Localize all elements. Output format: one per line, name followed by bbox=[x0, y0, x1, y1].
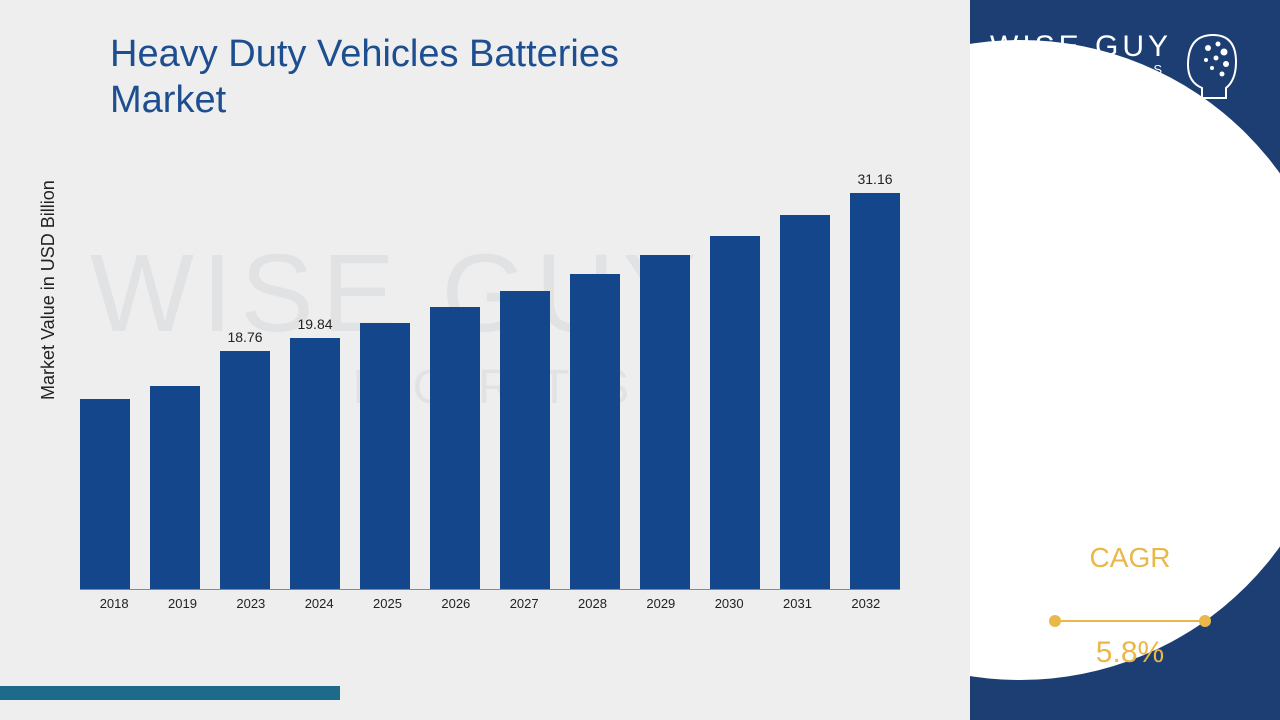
bar-rect bbox=[780, 215, 830, 590]
logo-text: WISE GUY REPORTS bbox=[990, 30, 1172, 77]
main-panel: WISE GUY REPORTS Heavy Duty Vehicles Bat… bbox=[0, 0, 970, 700]
bar bbox=[640, 255, 690, 590]
bar-rect bbox=[360, 323, 410, 590]
bar-rect bbox=[80, 399, 130, 590]
bar bbox=[570, 274, 620, 590]
cagr-divider-icon bbox=[1055, 620, 1205, 622]
infographic-page: WISE GUY REPORTS Heavy Duty Vehicles Bat… bbox=[0, 0, 1280, 720]
bar-rect bbox=[570, 274, 620, 590]
bottom-accent-bar bbox=[0, 686, 340, 700]
chart-title: Heavy Duty Vehicles Batteries Market bbox=[110, 32, 670, 123]
bars-container: 18.76 19.84 31.16 bbox=[80, 170, 900, 590]
x-tick-label: 2019 bbox=[153, 596, 213, 611]
head-dots-icon bbox=[1178, 30, 1238, 100]
bar-rect bbox=[850, 193, 900, 590]
logo-main-text: WISE GUY bbox=[990, 30, 1172, 64]
bar-rect bbox=[150, 386, 200, 590]
bar-value-label: 18.76 bbox=[227, 329, 262, 345]
bar-rect bbox=[220, 351, 270, 590]
x-tick-label: 2026 bbox=[426, 596, 486, 611]
bar-value-label: 19.84 bbox=[297, 316, 332, 332]
bar bbox=[360, 323, 410, 590]
xticks-container: 2018 2019 2023 2024 2025 2026 2027 2028 2029 2030… bbox=[80, 590, 900, 620]
bar-chart: 18.76 19.84 31.16 2018 2019 2023 2024 2025 2026… bbox=[80, 170, 900, 620]
bar: 18.76 bbox=[220, 351, 270, 590]
logo-sub-text: REPORTS bbox=[1039, 62, 1172, 77]
cagr-value: 5.8% bbox=[1020, 636, 1240, 670]
bar bbox=[80, 399, 130, 590]
bar-value-label: 31.16 bbox=[857, 171, 892, 187]
x-tick-label: 2025 bbox=[358, 596, 418, 611]
x-tick-label: 2032 bbox=[836, 596, 896, 611]
bar bbox=[150, 386, 200, 590]
bar bbox=[500, 291, 550, 590]
bar bbox=[780, 215, 830, 590]
bar bbox=[430, 307, 480, 590]
bar-rect bbox=[500, 291, 550, 590]
x-tick-label: 2027 bbox=[494, 596, 554, 611]
bar-rect bbox=[640, 255, 690, 590]
x-tick-label: 2023 bbox=[221, 596, 281, 611]
cagr-title: CAGR bbox=[1020, 542, 1240, 574]
bar-rect bbox=[430, 307, 480, 590]
x-tick-label: 2030 bbox=[699, 596, 759, 611]
bar-rect bbox=[710, 236, 760, 590]
bar bbox=[710, 236, 760, 590]
brand-logo: WISE GUY REPORTS bbox=[990, 30, 1240, 100]
bar-rect bbox=[290, 338, 340, 591]
y-axis-label: Market Value in USD Billion bbox=[38, 180, 59, 400]
x-tick-label: 2024 bbox=[289, 596, 349, 611]
x-tick-label: 2028 bbox=[563, 596, 623, 611]
x-tick-label: 2029 bbox=[631, 596, 691, 611]
cagr-period: (2019-2032) bbox=[1020, 576, 1240, 602]
bar: 19.84 bbox=[290, 338, 340, 591]
cagr-block: CAGR (2019-2032) 5.8% bbox=[1020, 542, 1240, 670]
x-tick-label: 2018 bbox=[84, 596, 144, 611]
bar: 31.16 bbox=[850, 193, 900, 590]
x-tick-label: 2031 bbox=[768, 596, 828, 611]
